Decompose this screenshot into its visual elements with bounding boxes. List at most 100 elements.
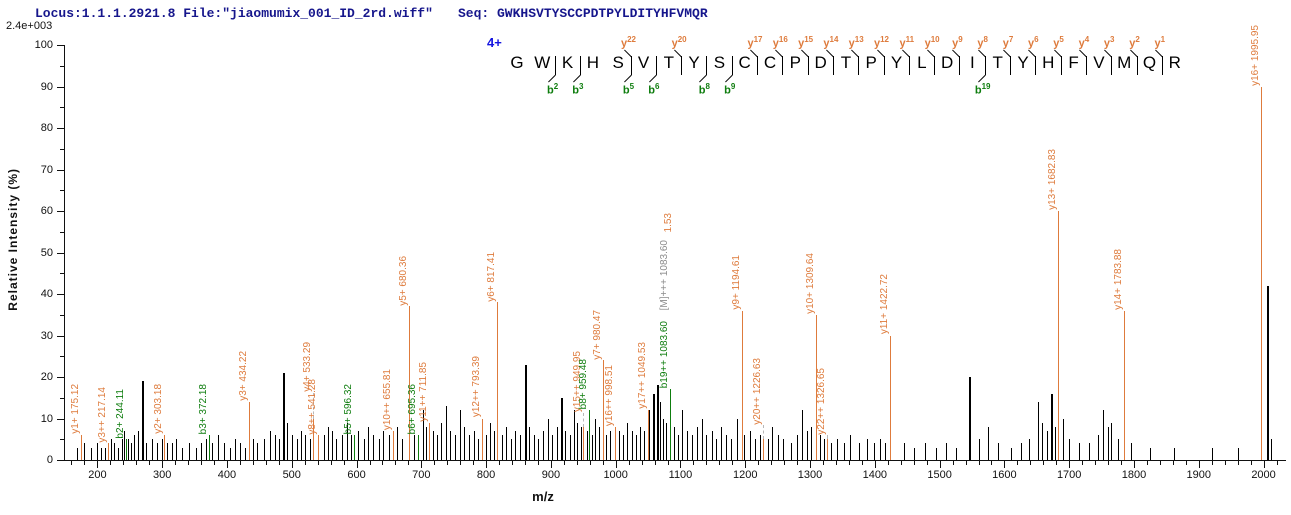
x-major-tick — [162, 461, 164, 468]
x-minor-tick — [1172, 461, 1174, 465]
peak — [432, 430, 434, 460]
peak — [772, 426, 774, 460]
labeled-peak — [1123, 310, 1125, 460]
y-axis-line — [64, 45, 65, 460]
x-minor-tick — [175, 461, 177, 465]
cleavage-marker — [832, 56, 834, 75]
x-minor-tick — [835, 461, 837, 465]
x-minor-tick — [1056, 461, 1058, 465]
x-minor-tick — [563, 461, 565, 465]
peak — [305, 435, 307, 460]
x-tick-label: 1300 — [797, 469, 823, 481]
peak — [1211, 447, 1213, 460]
peak — [659, 401, 661, 460]
peak — [1038, 401, 1040, 460]
peak-label: y11++ 711.85 — [418, 361, 429, 422]
cleavage-marker — [1111, 56, 1113, 75]
x-minor-tick — [239, 461, 241, 465]
peak — [884, 443, 886, 460]
peak — [422, 410, 424, 460]
y-major-tick — [57, 128, 64, 129]
peak — [105, 447, 107, 460]
peak — [880, 439, 882, 460]
peak — [1062, 418, 1064, 460]
peak — [96, 443, 98, 460]
peak-label: y8++ 541.28 — [307, 378, 319, 435]
peak — [142, 381, 145, 460]
peak — [605, 435, 607, 460]
labeled-peak — [827, 439, 829, 460]
peak — [701, 418, 703, 460]
peak — [547, 418, 549, 460]
cleavage-marker — [681, 56, 683, 75]
x-minor-tick — [188, 461, 190, 465]
x-minor-tick — [265, 461, 267, 465]
residue-letter: T — [840, 53, 852, 72]
peak — [686, 430, 688, 460]
peak — [557, 426, 559, 460]
x-minor-tick — [823, 461, 824, 465]
peak-label: y16++ 998.51 — [603, 364, 615, 426]
peak — [118, 447, 120, 460]
x-minor-tick — [861, 461, 863, 465]
y-major-tick — [57, 460, 64, 461]
x-tick-label: 1900 — [1186, 469, 1211, 481]
y-major-tick — [57, 211, 64, 212]
labeled-peak — [889, 335, 891, 460]
peak — [188, 443, 190, 460]
cleavage-marker — [1010, 56, 1011, 75]
residue-letter: H — [1042, 53, 1055, 72]
peak — [1010, 447, 1012, 460]
peak — [468, 435, 470, 460]
peak-label: y22++ 1326.65 — [816, 367, 828, 435]
b-ion-label: b6 — [648, 82, 660, 97]
x-minor-tick — [512, 461, 514, 465]
x-minor-tick — [71, 461, 73, 465]
peak — [640, 426, 642, 460]
peak — [519, 435, 521, 460]
peak — [128, 439, 130, 460]
peak — [1266, 285, 1269, 460]
x-minor-tick — [952, 461, 954, 465]
x-minor-tick — [900, 461, 902, 465]
peak-label: y2+ 303.18 — [153, 384, 165, 435]
y-ion-label: y3 — [1103, 35, 1115, 50]
peak — [478, 439, 480, 460]
residue-letter: M — [1117, 53, 1132, 72]
x-major-tick — [291, 461, 293, 468]
peak — [666, 422, 668, 460]
peak — [101, 447, 103, 460]
x-minor-tick — [408, 461, 410, 465]
cleavage-marker — [1085, 56, 1087, 75]
x-tick-label: 200 — [88, 469, 107, 481]
peak — [1088, 443, 1090, 460]
peak-label: y7+ 980.47 — [592, 309, 604, 360]
labeled-peak — [108, 443, 110, 460]
peak-label: b8+ 959.48 — [578, 358, 590, 410]
x-major-tick — [810, 461, 812, 468]
peak — [123, 430, 125, 460]
peak — [269, 430, 271, 460]
labeled-peak — [125, 439, 127, 460]
peak — [1098, 435, 1100, 460]
peak — [245, 447, 247, 460]
cleavage-marker — [1161, 56, 1163, 75]
peak — [229, 447, 231, 460]
x-minor-tick — [628, 461, 630, 465]
labeled-peak — [249, 401, 251, 460]
y-ion-label: y12 — [873, 35, 890, 50]
peak — [552, 435, 554, 460]
residue-letter: D — [940, 53, 954, 72]
labeled-peak — [81, 435, 83, 460]
residue-letter: C — [738, 53, 751, 72]
peak — [368, 426, 370, 460]
x-minor-tick — [343, 461, 345, 465]
x-minor-tick — [369, 461, 371, 465]
y-minor-tick — [60, 107, 64, 109]
residue-letter: I — [970, 53, 975, 72]
peak — [631, 430, 633, 460]
peak — [515, 430, 517, 460]
peak — [1046, 430, 1048, 460]
